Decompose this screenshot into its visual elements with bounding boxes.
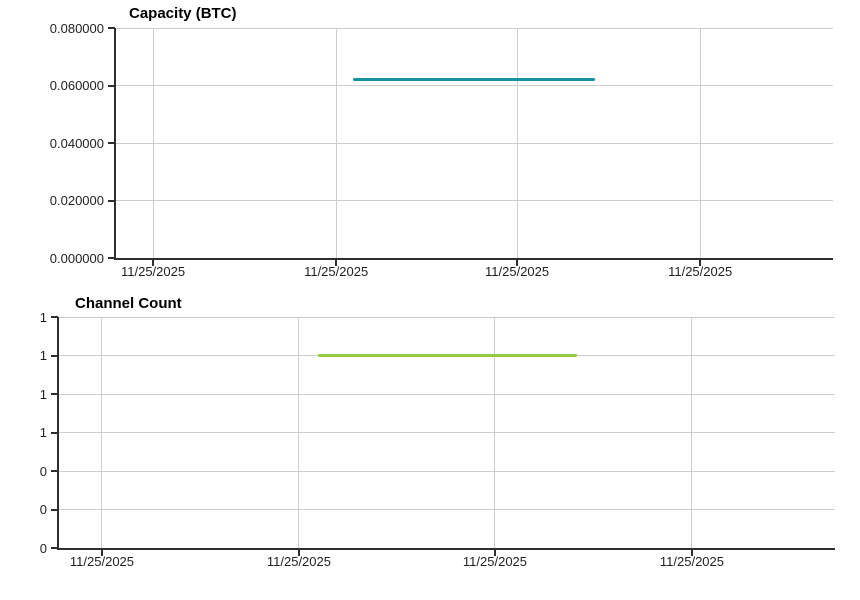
x-tick-mark	[335, 258, 338, 266]
v-gridline	[516, 28, 518, 258]
channel-count-series-line[interactable]	[317, 354, 577, 357]
y-axis-tick-label: 1	[39, 386, 47, 402]
x-axis-line	[57, 548, 835, 550]
x-tick-mark	[152, 258, 155, 266]
capacity-chart-title: Capacity (BTC)	[129, 5, 237, 22]
y-tick-mark	[108, 257, 115, 259]
h-gridline	[115, 27, 833, 29]
v-gridline	[298, 317, 300, 548]
v-gridline	[699, 28, 701, 258]
y-tick-mark	[51, 354, 58, 357]
h-gridline	[58, 432, 835, 433]
x-tick-mark	[699, 258, 702, 266]
y-axis-tick-label: 1	[39, 425, 47, 440]
h-gridline	[58, 509, 835, 510]
y-tick-mark	[108, 27, 115, 29]
x-axis-line	[114, 258, 833, 260]
x-tick-mark	[690, 548, 693, 556]
y-axis-line	[57, 317, 59, 550]
v-gridline	[494, 317, 496, 548]
capacity-series-line[interactable]	[353, 78, 595, 82]
x-tick-mark	[493, 548, 496, 556]
v-gridline	[152, 28, 154, 258]
x-axis-tick-label: 11/25/2025	[668, 264, 733, 279]
y-axis-tick-label: 0.020000	[49, 193, 104, 208]
y-tick-mark	[108, 84, 115, 87]
h-gridline	[115, 200, 833, 201]
h-gridline	[58, 393, 835, 395]
y-tick-mark	[108, 199, 115, 202]
y-tick-mark	[51, 470, 58, 472]
y-tick-mark	[51, 547, 58, 549]
v-gridline	[335, 28, 337, 258]
x-axis-tick-label: 11/25/2025	[266, 554, 331, 569]
x-axis-tick-label: 11/25/2025	[462, 554, 528, 569]
y-tick-mark	[51, 431, 58, 434]
y-axis-tick-label: 1	[39, 348, 47, 363]
v-gridline	[691, 317, 693, 548]
y-axis-tick-label: 0.080000	[49, 20, 104, 36]
x-tick-mark	[516, 258, 519, 266]
y-axis-tick-label: 0.000000	[49, 250, 104, 266]
y-tick-mark	[51, 393, 58, 395]
x-axis-tick-label: 11/25/2025	[485, 264, 550, 279]
channel-count-chart-title: Channel Count	[75, 295, 182, 312]
y-axis-tick-label: 0	[39, 502, 47, 517]
h-gridline	[58, 316, 835, 318]
x-tick-mark	[100, 548, 103, 556]
v-gridline	[101, 317, 103, 548]
y-axis-tick-label: 0.060000	[49, 78, 104, 93]
y-tick-mark	[51, 316, 58, 318]
y-axis-tick-label: 0	[39, 463, 47, 479]
x-axis-tick-label: 11/25/2025	[304, 264, 369, 279]
x-axis-tick-label: 11/25/2025	[120, 264, 186, 279]
h-gridline	[115, 85, 833, 86]
y-tick-mark	[51, 508, 58, 511]
h-gridline	[115, 142, 833, 144]
y-axis-line	[114, 28, 116, 260]
y-axis-tick-label: 0.040000	[49, 135, 104, 151]
y-axis-tick-label: 0	[39, 540, 47, 556]
h-gridline	[58, 470, 835, 472]
x-axis-tick-label: 11/25/2025	[659, 554, 724, 569]
y-axis-tick-label: 1	[39, 309, 47, 325]
x-tick-mark	[297, 548, 300, 556]
y-tick-mark	[108, 142, 115, 144]
x-axis-tick-label: 11/25/2025	[69, 554, 135, 569]
